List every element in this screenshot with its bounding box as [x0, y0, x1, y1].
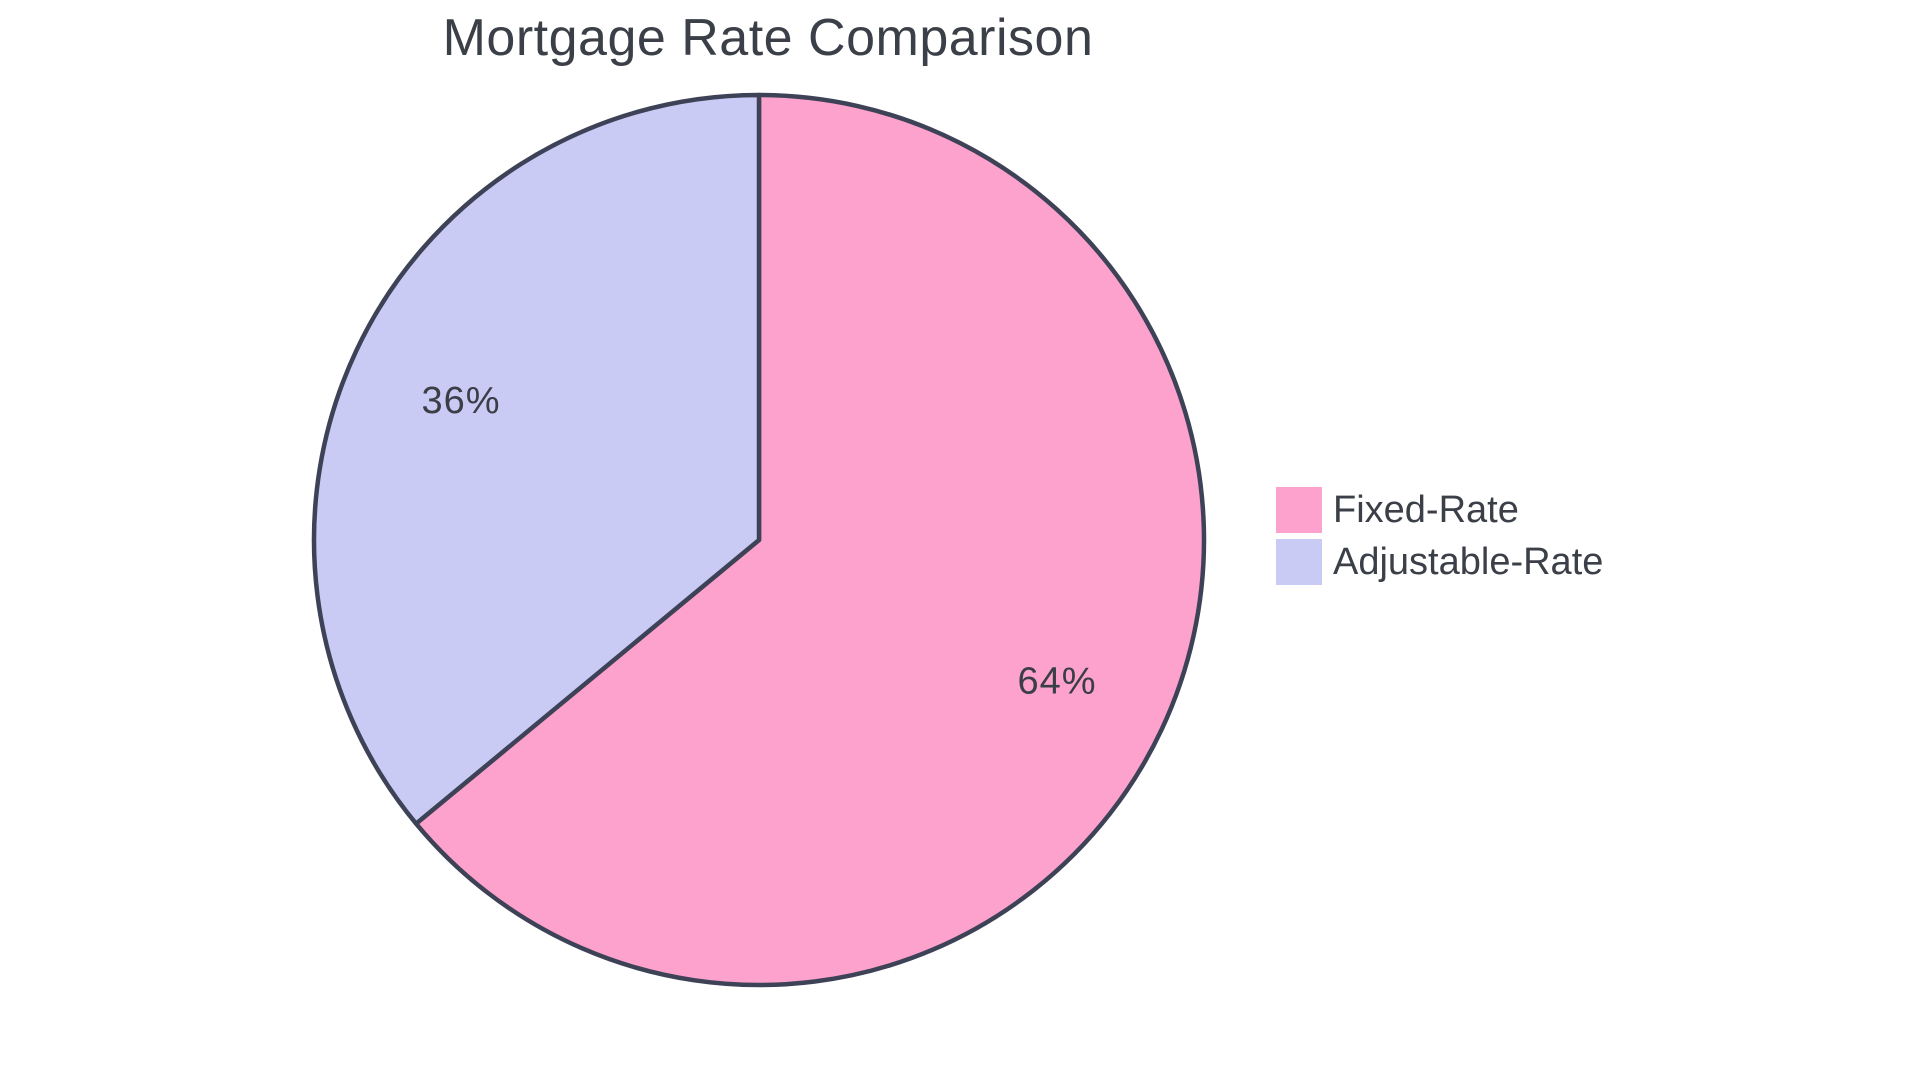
legend-item-fixed-rate[interactable]: Fixed-Rate: [1276, 487, 1603, 533]
legend-label-adjustable-rate: Adjustable-Rate: [1333, 541, 1604, 583]
pie-slice-fixed-rate[interactable]: [413, 92, 1207, 988]
pie-slice-adjustable-rate[interactable]: [311, 92, 762, 826]
legend-swatch-adjustable-rate: [1276, 539, 1322, 585]
legend-item-adjustable-rate[interactable]: Adjustable-Rate: [1276, 539, 1603, 585]
legend-label-fixed-rate: Fixed-Rate: [1333, 489, 1519, 531]
slice-value-label-adjustable-rate: 36%: [421, 380, 500, 422]
legend-swatch-fixed-rate: [1276, 487, 1322, 533]
legend: Fixed-Rate Adjustable-Rate: [1276, 487, 1603, 585]
slice-value-label-fixed-rate: 64%: [1017, 661, 1096, 703]
chart-title: Mortgage Rate Comparison: [442, 9, 1094, 67]
